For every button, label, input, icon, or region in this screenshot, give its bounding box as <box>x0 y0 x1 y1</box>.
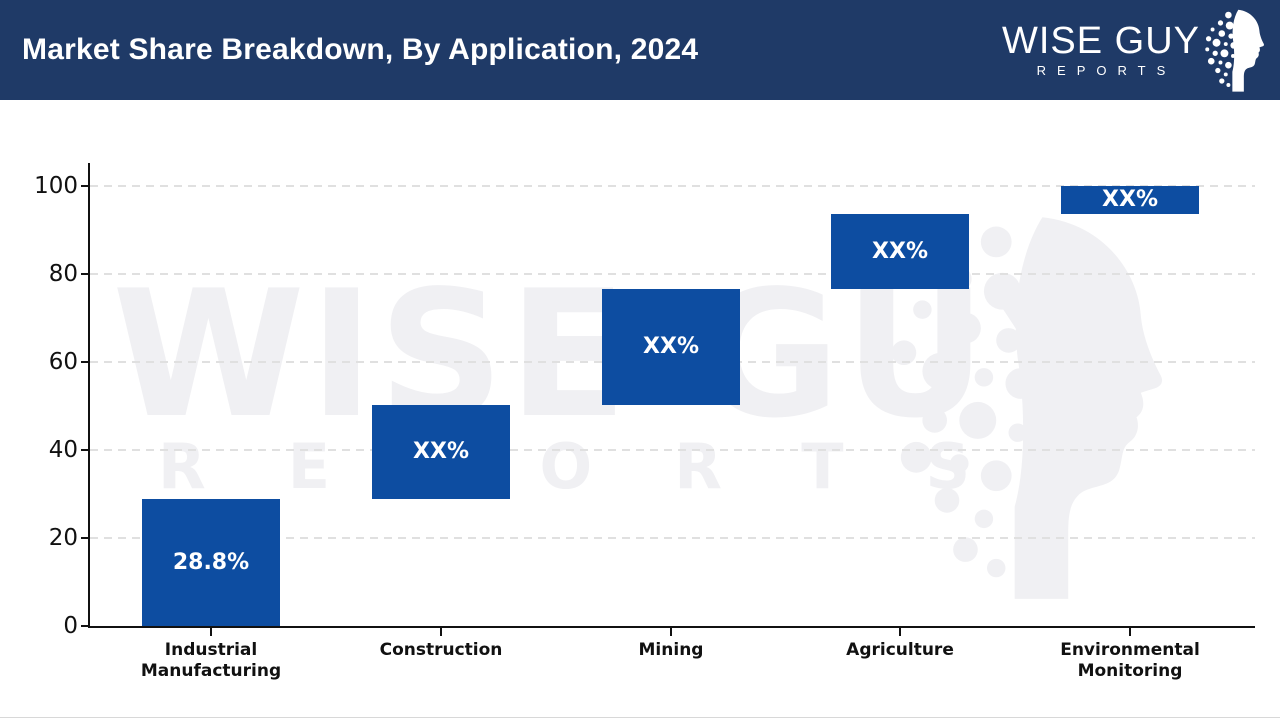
gridline <box>90 185 1255 187</box>
waterfall-bar: XX% <box>831 213 969 290</box>
category-label: Environmental Monitoring <box>1060 640 1200 682</box>
brand-logo: WISE GUY REPORTS <box>1002 6 1268 94</box>
y-axis-tick-label: 0 <box>63 613 78 639</box>
x-axis-tick-mark <box>670 628 672 636</box>
brand-logo-text: WISE GUY REPORTS <box>1001 20 1200 78</box>
bottom-divider <box>0 717 1280 718</box>
y-axis-tick-label: 20 <box>48 525 78 551</box>
bar-value-label: XX% <box>1102 186 1158 212</box>
y-axis-tick-mark <box>81 361 90 363</box>
waterfall-bar: XX% <box>602 289 740 406</box>
waterfall-bar: XX% <box>1061 186 1199 214</box>
y-axis-tick-mark <box>81 185 90 187</box>
brand-head-icon <box>1205 9 1264 92</box>
y-axis-tick-mark <box>81 625 90 627</box>
y-axis-tick-label: 40 <box>48 437 78 463</box>
waterfall-bar: 28.8% <box>142 499 280 626</box>
category-label: Mining <box>638 640 704 660</box>
y-axis-tick-label: 80 <box>48 261 78 287</box>
brand-name: WISE GUY <box>1001 20 1200 63</box>
bar-value-label: 28.8% <box>172 549 250 575</box>
gridline <box>90 273 1255 275</box>
bar-value-label: XX% <box>643 334 699 360</box>
category-label: Industrial Manufacturing <box>140 640 282 682</box>
x-axis-tick-mark <box>440 628 442 636</box>
category-label: Agriculture <box>846 640 954 660</box>
header-bar: Market Share Breakdown, By Application, … <box>0 0 1280 100</box>
x-axis-tick-mark <box>210 628 212 636</box>
watermark-brand-subtitle: REPORTS <box>158 430 1053 503</box>
y-axis-tick-label: 60 <box>48 349 78 375</box>
waterfall-bar: XX% <box>372 405 510 500</box>
bar-value-label: XX% <box>872 238 928 264</box>
gridline <box>90 537 1255 539</box>
y-axis-tick-label: 100 <box>34 173 78 199</box>
x-axis-tick-mark <box>1129 628 1131 636</box>
brand-subtitle: REPORTS <box>1036 62 1177 78</box>
category-label: Construction <box>379 640 503 660</box>
y-axis-tick-mark <box>81 537 90 539</box>
bar-value-label: XX% <box>413 439 469 465</box>
y-axis-tick-mark <box>81 273 90 275</box>
y-axis-tick-mark <box>81 449 90 451</box>
y-axis-line <box>88 163 90 628</box>
x-axis-line <box>88 626 1255 628</box>
waterfall-chart: 0 20 40 60 80 100 28.8% Industrial Manufacturin… <box>0 100 1280 720</box>
page-title: Market Share Breakdown, By Application, … <box>22 33 699 66</box>
x-axis-tick-mark <box>899 628 901 636</box>
gridline <box>90 449 1255 451</box>
